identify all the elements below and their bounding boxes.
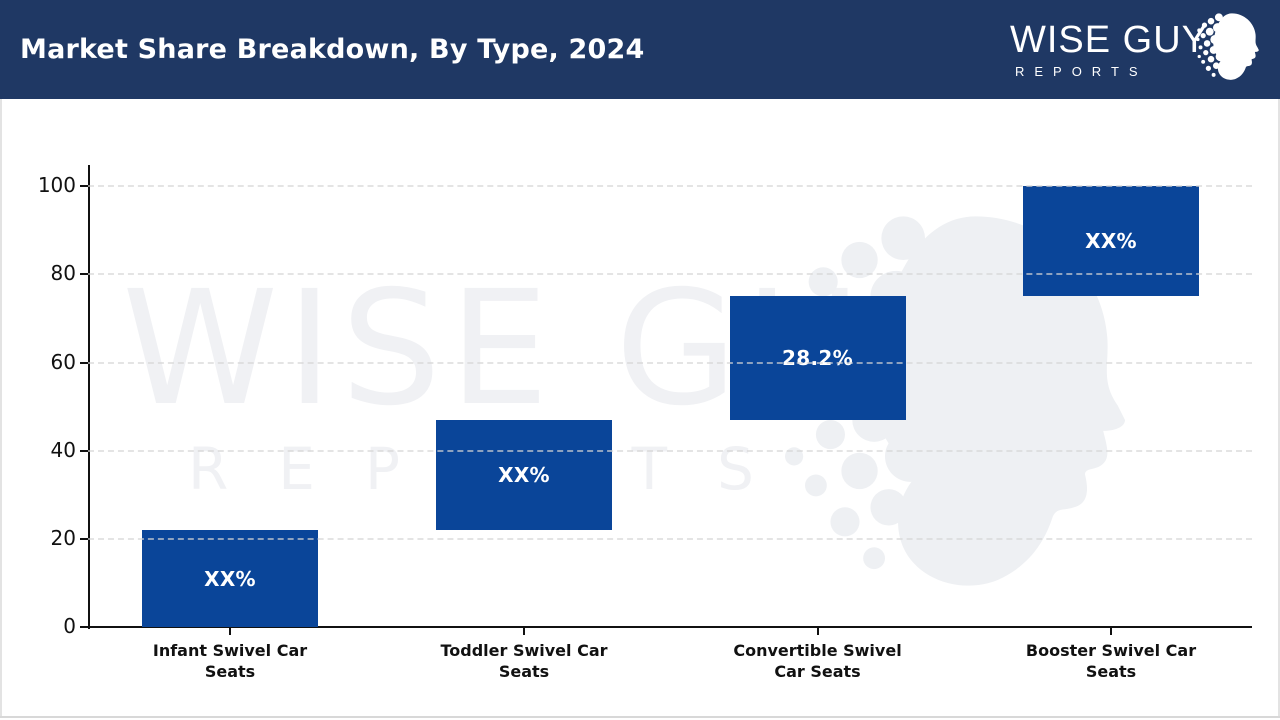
y-tickmark-20: [80, 537, 88, 540]
y-tickmark-60: [80, 361, 88, 364]
brand-name: WISE GUY: [1009, 18, 1208, 61]
bar-value-label: XX%: [1085, 228, 1137, 253]
x-tick-label-line: Car Seats: [774, 662, 861, 681]
x-tickmark: [1110, 627, 1112, 635]
page-title: Market Share Breakdown, By Type, 2024: [20, 34, 645, 65]
brand-logo: WISE GUY REPORTS: [1010, 8, 1280, 92]
x-tickmark: [229, 627, 231, 635]
bar-segment: XX%: [142, 530, 318, 627]
bar-segment: XX%: [436, 419, 612, 531]
x-tick-label-line: Infant Swivel Car: [152, 641, 308, 660]
y-axis-spine: [88, 165, 90, 629]
gridline-y80: [88, 273, 1252, 276]
gridline-y100: [88, 185, 1252, 188]
x-tick-label: Convertible Swivel Car Seats: [668, 640, 968, 682]
y-tick-label-60: 60: [50, 349, 76, 374]
x-tick-label-line: Convertible Swivel: [733, 641, 902, 660]
y-tick-label-20: 20: [50, 525, 76, 550]
y-tick-label-100: 100: [37, 173, 76, 198]
x-tick-label-line: Booster Swivel Car: [1025, 641, 1197, 660]
header-bar: Market Share Breakdown, By Type, 2024 WI…: [0, 0, 1280, 99]
y-tickmark-100: [80, 185, 88, 188]
bar-segment: XX%: [1023, 186, 1199, 296]
y-tickmark-40: [80, 449, 88, 452]
y-tickmark-80: [80, 273, 88, 276]
x-tick-label-line: Seats: [204, 662, 256, 681]
x-axis-spine: [87, 626, 1252, 628]
bar-value-label: XX%: [498, 462, 550, 487]
frame-right-border: [1278, 99, 1280, 718]
frame-left-border: [0, 99, 2, 718]
x-tick-label: Booster Swivel Car Seats: [961, 640, 1261, 682]
x-tick-label: Toddler Swivel Car Seats: [374, 640, 674, 682]
bar-segment: 28.2%: [729, 295, 906, 420]
y-tick-label-40: 40: [50, 437, 76, 462]
x-tick-label-line: Seats: [1085, 662, 1137, 681]
frame-bottom-border: [0, 716, 1280, 718]
gridline-y20: [88, 537, 1252, 540]
x-tick-label-line: Seats: [498, 662, 550, 681]
bar-value-label: XX%: [204, 566, 256, 591]
x-tick-label-line: Toddler Swivel Car: [440, 641, 608, 660]
x-tick-label: Infant Swivel Car Seats: [80, 640, 380, 682]
y-tick-label-80: 80: [50, 261, 76, 286]
x-tickmark: [523, 627, 525, 635]
brand-subname: REPORTS: [1014, 63, 1148, 79]
brand-logo-text: WISE GUY REPORTS: [1010, 21, 1208, 79]
bar-value-label: 28.2%: [782, 345, 853, 370]
x-tickmark: [816, 627, 819, 635]
y-tick-label-0: 0: [63, 614, 76, 638]
gridline-y60: [88, 361, 1252, 364]
gridline-y40: [88, 449, 1252, 452]
y-tickmark-0: [80, 626, 88, 628]
